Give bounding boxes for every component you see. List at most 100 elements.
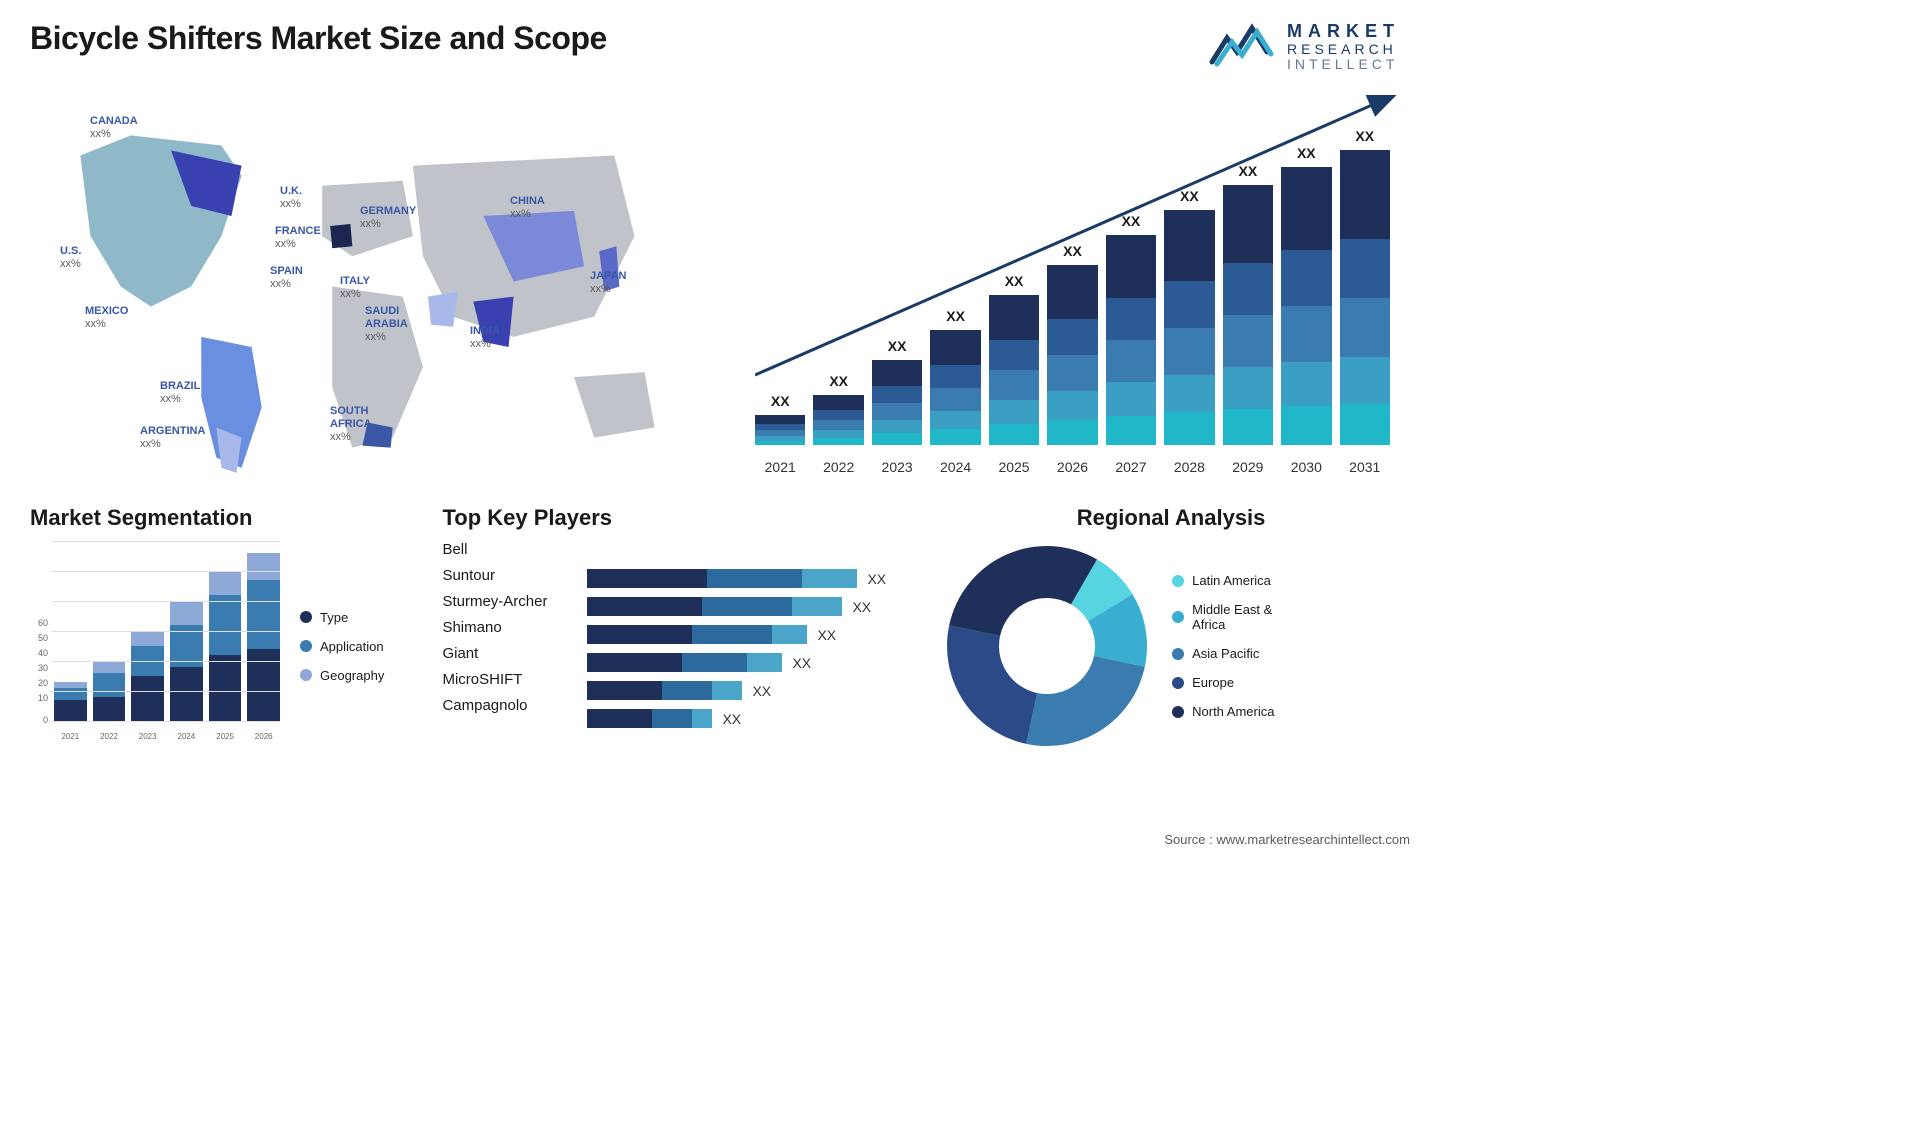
kp-bar-seg — [802, 569, 857, 588]
map-label-saudi-arabia: SAUDIARABIAxx% — [365, 305, 408, 345]
logo-line1: MARKET — [1287, 22, 1400, 42]
bar-col-2024: XX — [930, 330, 980, 445]
bar-seg — [1164, 281, 1214, 328]
kp-bar — [587, 709, 712, 728]
bar-seg — [1281, 250, 1331, 306]
kp-bar-seg — [682, 653, 747, 672]
stacked-bars-area: XXXXXXXXXXXXXXXXXXXXXX — [755, 105, 1390, 445]
bar-seg — [1047, 319, 1097, 355]
seg-y-tick: 60 — [30, 618, 48, 784]
bar-seg — [1223, 315, 1273, 367]
map-label-south-africa: SOUTHAFRICAxx% — [330, 405, 372, 445]
kp-bar-seg — [662, 681, 712, 700]
bar-col-2030: XX — [1281, 167, 1331, 445]
kp-bar-seg — [587, 625, 692, 644]
legend-dot-icon — [1172, 575, 1184, 587]
bar-seg — [930, 429, 980, 445]
key-player-name: Suntour — [442, 567, 572, 584]
x-tick: 2031 — [1340, 459, 1390, 475]
bar-value-label: XX — [930, 308, 980, 324]
seg-bar-seg — [54, 700, 87, 721]
bar-seg — [989, 370, 1039, 400]
bar-col-2023: XX — [872, 360, 922, 445]
map-region-france — [330, 224, 352, 248]
bar-seg — [1164, 328, 1214, 375]
seg-gridline — [52, 571, 280, 572]
kp-bar-seg — [652, 709, 692, 728]
bar-seg — [755, 441, 805, 445]
x-tick: 2025 — [989, 459, 1039, 475]
bar-seg — [1164, 210, 1214, 281]
kp-bar — [587, 625, 807, 644]
key-players-title: Top Key Players — [442, 505, 922, 531]
key-player-name: Shimano — [442, 619, 572, 636]
map-region-australia — [574, 372, 655, 437]
logo-line2: RESEARCH — [1287, 42, 1400, 57]
regional-title: Regional Analysis — [942, 505, 1400, 531]
regional-donut — [942, 541, 1152, 751]
kp-bar-row: XX — [587, 681, 922, 700]
bar-seg — [989, 340, 1039, 370]
bar-seg — [813, 410, 863, 420]
bar-col-2021: XX — [755, 415, 805, 445]
kp-bar-seg — [587, 597, 702, 616]
kp-value-label: XX — [852, 599, 871, 615]
bar-value-label: XX — [1340, 128, 1390, 144]
logo-line3: INTELLECT — [1287, 57, 1400, 72]
legend-item: Type — [300, 610, 384, 625]
regional-panel: Regional Analysis Latin America Middle Ea… — [942, 505, 1400, 751]
seg-bar-col — [131, 631, 164, 721]
key-player-name: Giant — [442, 645, 572, 662]
bar-value-label: XX — [1281, 145, 1331, 161]
bar-seg — [1106, 382, 1156, 416]
segmentation-legend: TypeApplicationGeography — [300, 541, 384, 751]
seg-gridline — [52, 721, 280, 722]
legend-label: Middle East &Africa — [1192, 602, 1272, 632]
map-label-italy: ITALYxx% — [340, 275, 370, 301]
bar-seg — [813, 438, 863, 445]
kp-value-label: XX — [722, 711, 741, 727]
donut-svg — [942, 541, 1152, 751]
seg-bar-col — [209, 571, 242, 721]
map-label-canada: CANADAxx% — [90, 115, 138, 141]
kp-bar-seg — [747, 653, 782, 672]
bar-seg — [989, 424, 1039, 445]
donut-slice-europe — [947, 625, 1037, 744]
x-tick: 2030 — [1281, 459, 1331, 475]
bar-value-label: XX — [872, 338, 922, 354]
logo-mark-icon — [1207, 20, 1277, 75]
key-player-name: MicroSHIFT — [442, 671, 572, 688]
legend-item: Asia Pacific — [1172, 646, 1274, 661]
bar-seg — [1106, 235, 1156, 298]
map-label-india: INDIAxx% — [470, 325, 500, 351]
map-label-u-s-: U.S.xx% — [60, 245, 81, 271]
x-tick: 2024 — [930, 459, 980, 475]
seg-x-tick: 2021 — [54, 732, 87, 741]
seg-x-tick: 2024 — [170, 732, 203, 741]
bar-value-label: XX — [755, 393, 805, 409]
x-tick: 2023 — [872, 459, 922, 475]
kp-bar — [587, 681, 742, 700]
bar-seg — [1164, 375, 1214, 413]
bar-seg — [1047, 265, 1097, 319]
bar-seg — [1340, 239, 1390, 298]
legend-label: Latin America — [1192, 573, 1271, 588]
bar-col-2029: XX — [1223, 185, 1273, 445]
legend-label: North America — [1192, 704, 1274, 719]
bar-seg — [1223, 263, 1273, 315]
map-label-japan: JAPANxx% — [590, 270, 626, 296]
bar-seg — [989, 295, 1039, 340]
kp-bar — [587, 653, 782, 672]
source-attribution: Source : www.marketresearchintellect.com — [1164, 832, 1410, 847]
bar-seg — [813, 430, 863, 438]
bar-col-2022: XX — [813, 395, 863, 445]
seg-x-axis: 202120222023202420252026 — [54, 732, 280, 741]
bar-seg — [1340, 150, 1390, 239]
bar-value-label: XX — [1164, 188, 1214, 204]
kp-bar-seg — [702, 597, 792, 616]
bar-col-2028: XX — [1164, 210, 1214, 445]
bar-seg — [930, 388, 980, 411]
seg-bar-seg — [247, 553, 280, 580]
bar-value-label: XX — [1106, 213, 1156, 229]
bar-seg — [1047, 420, 1097, 445]
